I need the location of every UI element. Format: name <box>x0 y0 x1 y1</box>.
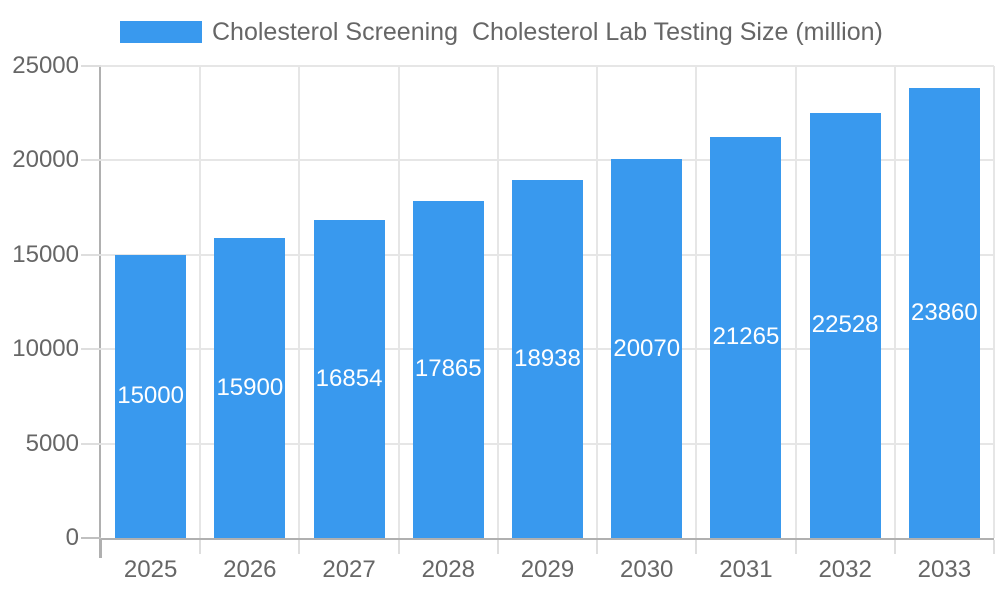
gridline-vertical <box>794 66 797 538</box>
gridline-vertical <box>695 66 698 538</box>
x-axis-tick-mark <box>100 540 102 558</box>
gridline-vertical <box>199 66 202 538</box>
y-axis-line <box>99 66 101 558</box>
y-axis-tick-label: 15000 <box>12 240 79 268</box>
bar-value-label: 20070 <box>613 334 681 362</box>
gridline-vertical <box>496 66 499 538</box>
chart-title: Cholesterol Lab Testing Size (million) <box>472 18 883 46</box>
bar-2029[interactable]: 18938 <box>512 180 583 538</box>
x-axis-tick-label: 2032 <box>818 556 872 583</box>
x-axis-tick-label: 2030 <box>620 556 674 583</box>
bar-2026[interactable]: 15900 <box>214 237 286 538</box>
x-axis-tick-label: 2033 <box>917 556 972 583</box>
y-axis-tick-label: 0 <box>65 524 79 551</box>
x-axis-tick-mark <box>893 540 896 554</box>
y-axis-tick-mark <box>81 537 101 539</box>
x-axis-tick-label: 2029 <box>520 556 575 583</box>
bar-2030[interactable]: 20070 <box>611 159 683 538</box>
gridline-horizontal <box>101 65 994 67</box>
x-axis-tick-label: 2025 <box>123 556 178 583</box>
x-axis-tick-mark <box>397 540 400 554</box>
x-axis-tick-label: 2031 <box>719 556 773 583</box>
bar-2032[interactable]: 22528 <box>809 112 881 538</box>
bar-value-label: 15000 <box>117 382 184 410</box>
gridline-vertical <box>596 66 599 538</box>
bar-value-label: 21265 <box>712 323 780 351</box>
x-axis-tick-mark <box>596 540 599 554</box>
y-axis-tick-label: 10000 <box>12 335 79 363</box>
x-axis-tick-label: 2027 <box>322 556 376 583</box>
y-axis-tick-mark <box>81 159 101 162</box>
bar-value-label: 15900 <box>216 373 284 401</box>
y-axis-tick-label: 5000 <box>25 429 79 457</box>
x-axis-tick-label: 2028 <box>421 556 475 583</box>
bar-2033[interactable]: 23860 <box>908 87 980 538</box>
y-axis-tick-mark <box>81 442 101 445</box>
gridline-vertical <box>397 66 400 538</box>
bar-value-label: 17865 <box>414 355 482 383</box>
y-axis-tick-label: 25000 <box>12 52 79 79</box>
x-axis-tick-mark <box>298 540 301 554</box>
x-axis-tick-mark <box>199 540 202 554</box>
x-axis-tick-mark <box>794 540 797 554</box>
bar-value-label: 23860 <box>911 298 978 326</box>
y-axis-tick-mark <box>81 65 101 67</box>
y-axis-tick-label: 20000 <box>12 146 79 174</box>
bar-2028[interactable]: 17865 <box>412 200 484 538</box>
gridline-vertical <box>298 66 301 538</box>
bar-value-label: 22528 <box>811 311 879 339</box>
bar-value-label: 18938 <box>514 345 581 373</box>
x-axis-tick-mark <box>993 540 995 554</box>
y-axis-tick-mark <box>81 348 101 351</box>
legend-item-label: Cholesterol Screening <box>212 18 458 46</box>
gridline-vertical <box>993 66 995 538</box>
x-axis-line <box>101 538 994 540</box>
bar-2031[interactable]: 21265 <box>710 136 782 538</box>
bar-value-label: 16854 <box>315 364 383 392</box>
bar-2025[interactable]: 15000 <box>115 254 187 538</box>
bar-2027[interactable]: 16854 <box>313 219 385 538</box>
y-axis-tick-mark <box>81 253 101 256</box>
x-axis-tick-mark <box>695 540 698 554</box>
gridline-horizontal <box>101 159 994 162</box>
legend-swatch <box>120 21 202 43</box>
x-axis-tick-label: 2026 <box>223 556 277 583</box>
x-axis-tick-mark <box>496 540 499 554</box>
gridline-vertical <box>893 66 896 538</box>
plot-area: 15000 15900 16854 17865 18938 20070 21265 22528… <box>99 65 995 558</box>
